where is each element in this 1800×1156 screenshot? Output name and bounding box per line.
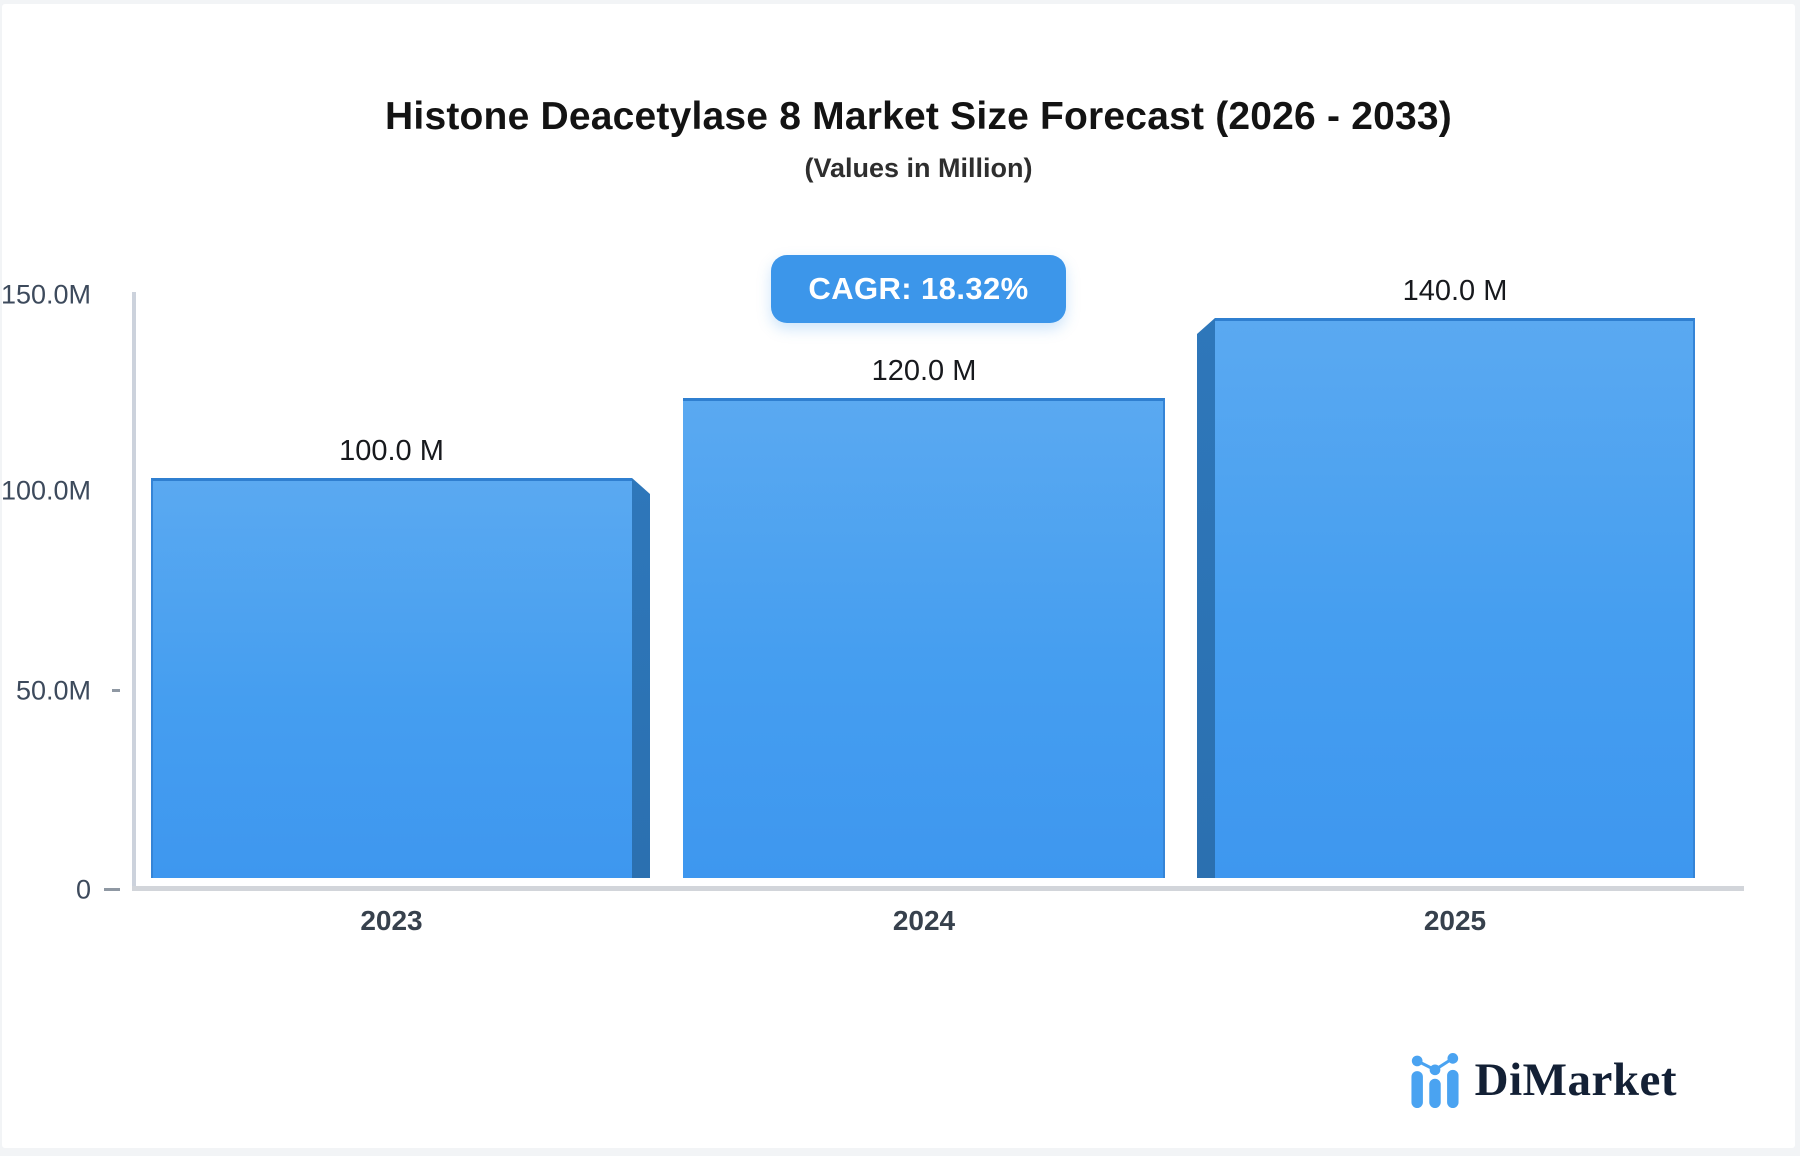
x-label-2025: 2025 bbox=[1423, 905, 1487, 936]
chart-title: Histone Deacetylase 8 Market Size Foreca… bbox=[385, 95, 1452, 138]
bar-3d-shadow-2025 bbox=[1197, 318, 1215, 878]
y-tick-mark-0 bbox=[104, 888, 120, 891]
bar-value-label-2024: 120.0 M bbox=[871, 355, 977, 387]
bar-value-label-2025: 140.0 M bbox=[1402, 275, 1508, 307]
bar-3d-shadow-2023 bbox=[632, 478, 650, 878]
bar-face-2023 bbox=[151, 478, 632, 878]
y-axis-line bbox=[132, 292, 136, 890]
y-tick-100: 100.0M bbox=[0, 475, 91, 506]
x-axis-baseline bbox=[132, 886, 1744, 891]
x-label-2023: 2023 bbox=[360, 905, 423, 936]
chart-card: Histone Deacetylase 8 Market Size Foreca… bbox=[0, 4, 1795, 1148]
y-tick-50: 50.0M bbox=[15, 675, 91, 706]
bar-2023: 100.0 M bbox=[151, 435, 650, 878]
chart-subtitle: (Values in Million) bbox=[804, 153, 1033, 183]
y-tick-0: 0 bbox=[75, 874, 91, 905]
bar-face-2024 bbox=[683, 398, 1165, 878]
chart-canvas: Histone Deacetylase 8 Market Size Foreca… bbox=[0, 4, 1795, 1148]
brand-logo-text: DiMarket bbox=[1474, 1054, 1677, 1106]
brand-logo: DiMarket bbox=[1409, 1052, 1677, 1108]
x-label-2024: 2024 bbox=[892, 905, 956, 936]
bar-face-2025 bbox=[1215, 318, 1695, 878]
y-tick-150: 150.0M bbox=[0, 279, 91, 310]
bar-chart-logo-icon bbox=[1409, 1052, 1461, 1108]
bar-2024: 120.0 M bbox=[683, 355, 1165, 878]
cagr-badge: CAGR: 18.32% bbox=[771, 255, 1066, 323]
y-tick-mark-50 bbox=[112, 689, 120, 692]
bar-2025: 140.0 M bbox=[1197, 275, 1695, 878]
bar-value-label-2023: 100.0 M bbox=[339, 435, 444, 467]
